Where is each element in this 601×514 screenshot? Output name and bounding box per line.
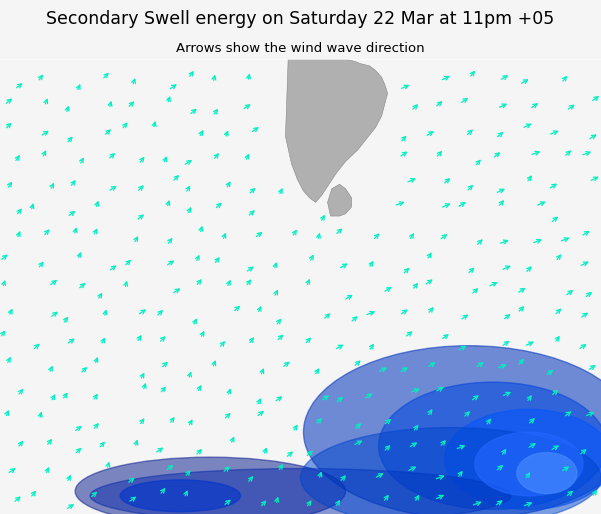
Ellipse shape	[445, 409, 601, 509]
Ellipse shape	[475, 432, 583, 496]
Ellipse shape	[379, 382, 601, 509]
Ellipse shape	[75, 457, 346, 514]
Polygon shape	[328, 184, 352, 216]
Ellipse shape	[300, 428, 601, 514]
Text: Arrows show the wind wave direction: Arrows show the wind wave direction	[176, 42, 425, 55]
Ellipse shape	[120, 480, 240, 512]
Ellipse shape	[304, 346, 601, 514]
Ellipse shape	[517, 453, 577, 493]
Text: Secondary Swell energy on Saturday 22 Mar at 11pm +05: Secondary Swell energy on Saturday 22 Ma…	[46, 10, 555, 28]
Ellipse shape	[90, 469, 511, 514]
Polygon shape	[285, 50, 388, 203]
